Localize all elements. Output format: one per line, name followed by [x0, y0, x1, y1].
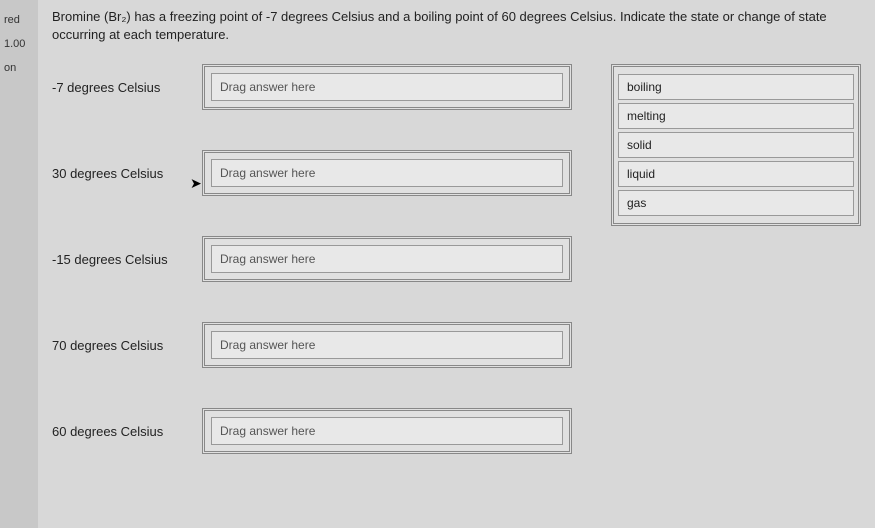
- answer-option[interactable]: liquid: [618, 161, 854, 187]
- drop-target[interactable]: Drag answer here: [202, 150, 572, 196]
- side-label-score: 1.00: [4, 38, 25, 50]
- answer-option[interactable]: solid: [618, 132, 854, 158]
- question-row: 60 degrees Celsius Drag answer here: [52, 408, 591, 454]
- side-label-red: red: [4, 14, 20, 26]
- row-label: 60 degrees Celsius: [52, 424, 202, 439]
- answer-option[interactable]: gas: [618, 190, 854, 216]
- row-label: -7 degrees Celsius: [52, 80, 202, 95]
- question-text: Bromine (Br₂) has a freezing point of -7…: [52, 8, 861, 44]
- drop-target[interactable]: Drag answer here: [202, 64, 572, 110]
- question-row: -7 degrees Celsius Drag answer here: [52, 64, 591, 110]
- main-panel: Bromine (Br₂) has a freezing point of -7…: [38, 0, 875, 528]
- drop-placeholder: Drag answer here: [211, 331, 563, 359]
- row-label: 30 degrees Celsius: [52, 166, 202, 181]
- drop-target[interactable]: Drag answer here: [202, 408, 572, 454]
- row-label: 70 degrees Celsius: [52, 338, 202, 353]
- drop-placeholder: Drag answer here: [211, 245, 563, 273]
- side-label-on: on: [4, 62, 16, 74]
- drop-placeholder: Drag answer here: [211, 159, 563, 187]
- answer-bank: boiling melting solid liquid gas: [611, 64, 861, 226]
- question-row: -15 degrees Celsius Drag answer here: [52, 236, 591, 282]
- sidebar: red 1.00 on: [0, 0, 38, 528]
- drop-placeholder: Drag answer here: [211, 417, 563, 445]
- drop-placeholder: Drag answer here: [211, 73, 563, 101]
- question-row: 30 degrees Celsius Drag answer here: [52, 150, 591, 196]
- drop-target[interactable]: Drag answer here: [202, 236, 572, 282]
- drop-target[interactable]: Drag answer here: [202, 322, 572, 368]
- answer-option[interactable]: boiling: [618, 74, 854, 100]
- drop-column: -7 degrees Celsius Drag answer here 30 d…: [52, 64, 591, 494]
- question-row: 70 degrees Celsius Drag answer here: [52, 322, 591, 368]
- answer-option[interactable]: melting: [618, 103, 854, 129]
- row-label: -15 degrees Celsius: [52, 252, 202, 267]
